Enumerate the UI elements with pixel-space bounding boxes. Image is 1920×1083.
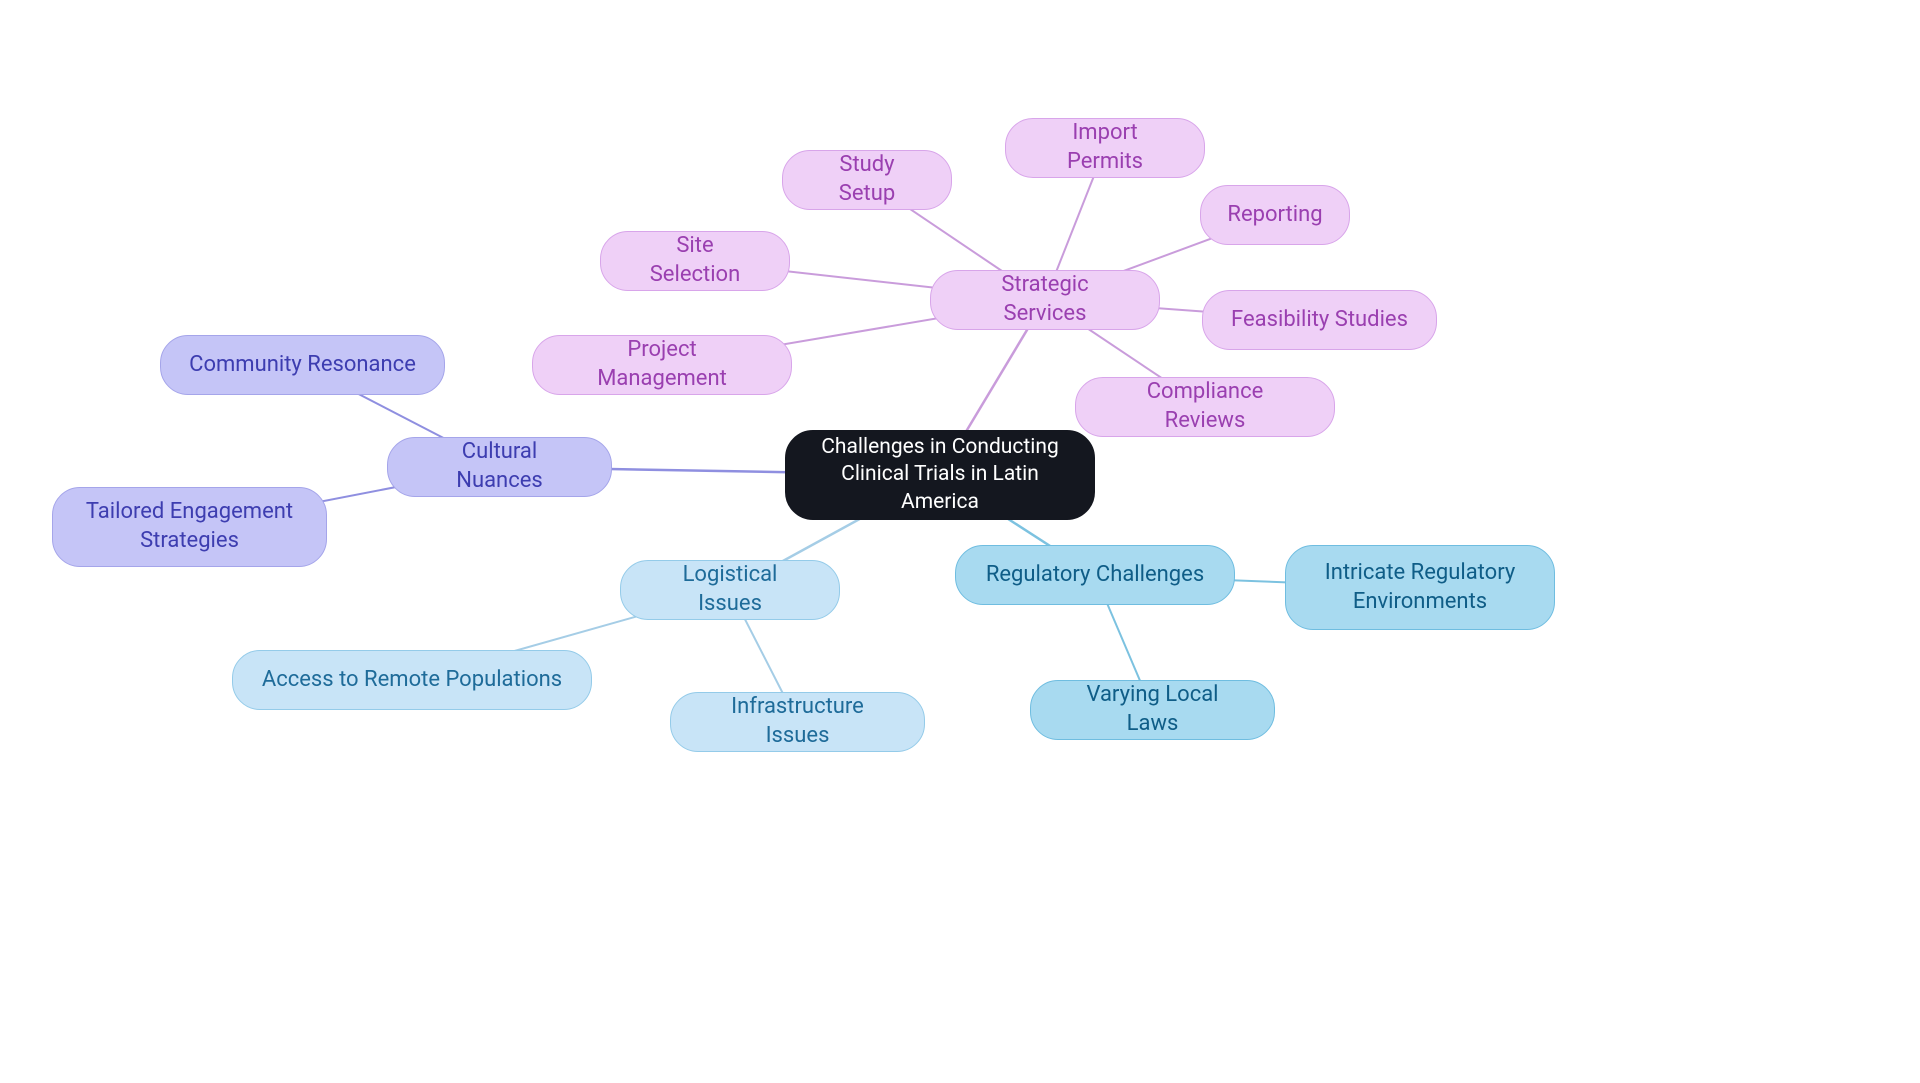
node-site_selection: Site Selection xyxy=(600,231,790,291)
node-community: Community Resonance xyxy=(160,335,445,395)
node-varying_laws: Varying Local Laws xyxy=(1030,680,1275,740)
node-center: Challenges in Conducting Clinical Trials… xyxy=(785,430,1095,520)
node-project_mgmt: Project Management xyxy=(532,335,792,395)
node-reporting: Reporting xyxy=(1200,185,1350,245)
node-logistical: Logistical Issues xyxy=(620,560,840,620)
node-regulatory: Regulatory Challenges xyxy=(955,545,1235,605)
node-tailored: Tailored Engagement Strategies xyxy=(52,487,327,567)
node-import_permits: Import Permits xyxy=(1005,118,1205,178)
node-infrastructure: Infrastructure Issues xyxy=(670,692,925,752)
node-cultural: Cultural Nuances xyxy=(387,437,612,497)
node-compliance: Compliance Reviews xyxy=(1075,377,1335,437)
node-intricate: Intricate Regulatory Environments xyxy=(1285,545,1555,630)
node-feasibility: Feasibility Studies xyxy=(1202,290,1437,350)
node-strategic: Strategic Services xyxy=(930,270,1160,330)
node-study_setup: Study Setup xyxy=(782,150,952,210)
node-access_remote: Access to Remote Populations xyxy=(232,650,592,710)
